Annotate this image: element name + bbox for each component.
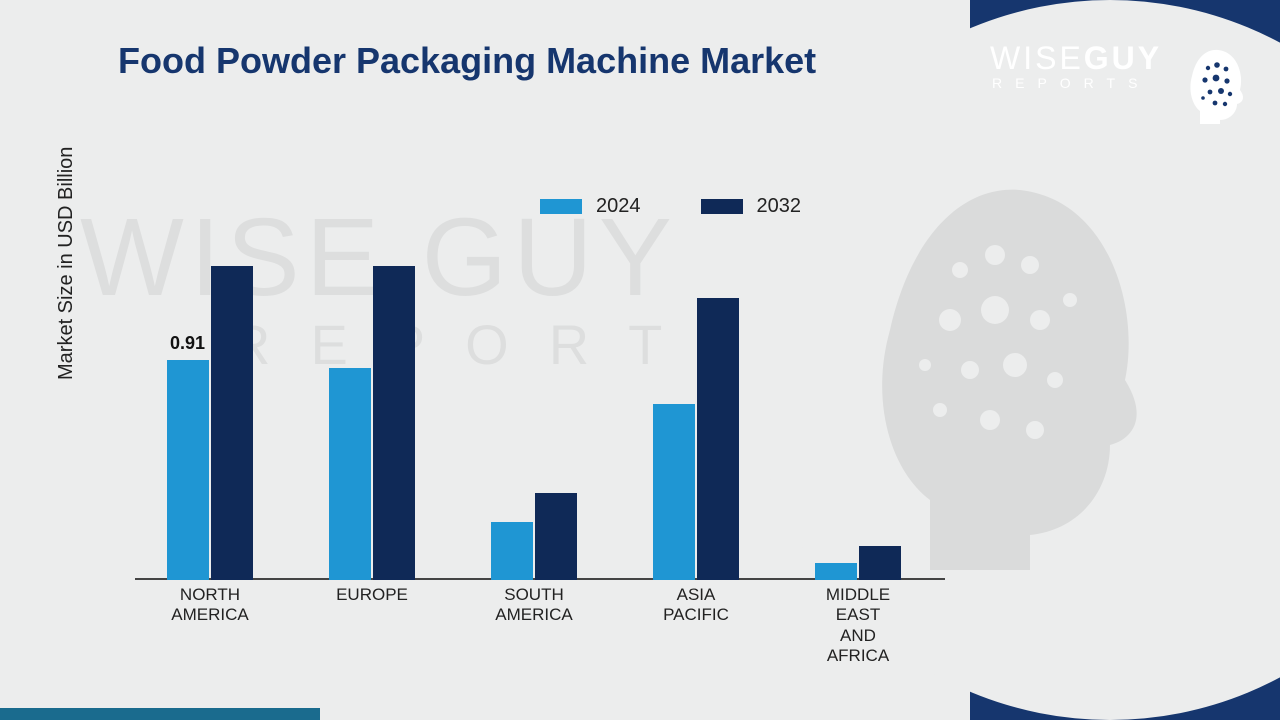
legend-item-2032: 2032	[701, 195, 802, 218]
legend: 2024 2032	[540, 195, 801, 218]
logo-word-wise: WISE	[990, 40, 1084, 76]
bar-series-a	[167, 360, 209, 580]
bar-series-b	[373, 266, 415, 580]
legend-label-2024: 2024	[596, 195, 641, 218]
logo-head-icon	[1180, 48, 1246, 124]
bar-series-a	[329, 368, 371, 580]
bar-chart: Market Size in USD Billion 0.91 NORTHAME…	[95, 180, 955, 680]
x-axis-category-label: ASIAPACIFIC	[626, 585, 766, 626]
bar-group	[793, 546, 923, 580]
y-axis-label: Market Size in USD Billion	[55, 147, 78, 380]
bar-series-a	[491, 522, 533, 580]
footer-accent-bar	[0, 708, 320, 720]
brand-logo: WISEGUY REPORTS	[990, 40, 1240, 130]
legend-swatch-2032	[701, 199, 743, 214]
bar-series-b	[697, 298, 739, 580]
bar-series-a	[653, 404, 695, 580]
plot-area: 0.91	[135, 230, 945, 580]
x-axis-category-label: NORTHAMERICA	[140, 585, 280, 626]
bar-value-label: 0.91	[170, 333, 205, 354]
x-axis-category-label: MIDDLEEASTANDAFRICA	[788, 585, 928, 667]
stage: WISE GUY REPORTS WISEGUY REPORTS	[0, 0, 1280, 720]
bar-series-b	[859, 546, 901, 580]
bar-group	[469, 493, 599, 580]
legend-label-2032: 2032	[757, 195, 802, 218]
bar-series-a	[815, 563, 857, 580]
bar-group	[631, 298, 761, 580]
x-axis-category-label: SOUTHAMERICA	[464, 585, 604, 626]
logo-word-guy: GUY	[1084, 40, 1162, 76]
bar-group	[145, 266, 275, 580]
bar-group	[307, 266, 437, 580]
x-axis-category-label: EUROPE	[302, 585, 442, 605]
legend-swatch-2024	[540, 199, 582, 214]
chart-title: Food Powder Packaging Machine Market	[118, 40, 818, 82]
legend-item-2024: 2024	[540, 195, 641, 218]
bar-series-b	[535, 493, 577, 580]
bar-series-b	[211, 266, 253, 580]
